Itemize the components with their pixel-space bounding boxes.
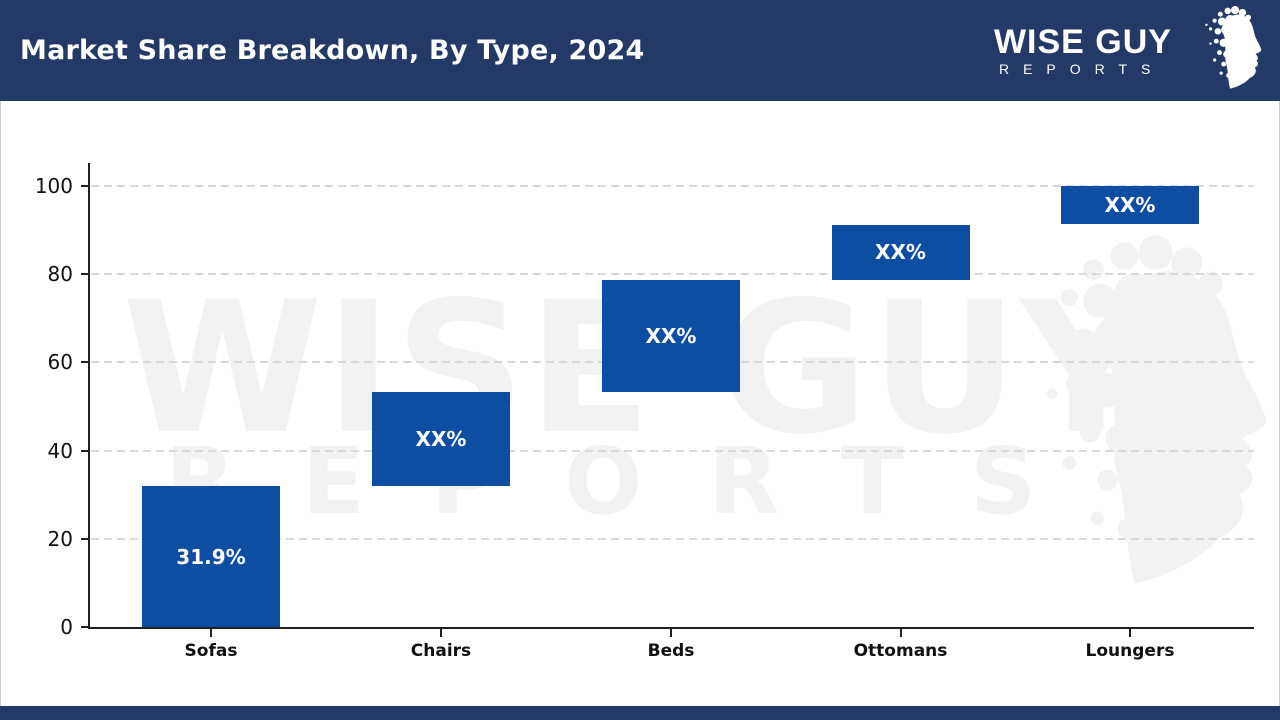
category-label-chairs: Chairs bbox=[410, 641, 472, 661]
bar-ottomans: XX% bbox=[831, 224, 970, 280]
y-tick-mark bbox=[81, 626, 89, 628]
logo-subtitle: REPORTS bbox=[998, 60, 1165, 77]
bar-sofas: 31.9% bbox=[142, 486, 280, 627]
x-tick-mark bbox=[440, 629, 442, 637]
logo-face-icon bbox=[1205, 5, 1262, 89]
bar-value-label: XX% bbox=[1104, 192, 1156, 217]
y-tick-mark bbox=[81, 537, 89, 540]
bar-loungers: XX% bbox=[1061, 186, 1199, 224]
y-tick-label: 20 bbox=[47, 526, 73, 551]
y-tick-mark bbox=[81, 273, 89, 276]
x-tick-mark bbox=[210, 629, 212, 637]
y-tick-label: 80 bbox=[47, 262, 73, 287]
y-axis-line bbox=[88, 163, 90, 629]
bar-value-label: XX% bbox=[415, 427, 467, 452]
gridline-40 bbox=[91, 449, 1254, 452]
category-label-beds: Beds bbox=[647, 641, 695, 661]
category-label-loungers: Loungers bbox=[1085, 641, 1175, 661]
x-tick-mark bbox=[670, 629, 672, 637]
gridline-100 bbox=[91, 185, 1254, 187]
bar-chairs: XX% bbox=[372, 392, 510, 487]
y-tick-mark bbox=[81, 449, 89, 452]
bar-value-label: XX% bbox=[645, 324, 697, 349]
y-tick-mark bbox=[81, 361, 89, 364]
y-tick-label: 0 bbox=[60, 615, 73, 639]
wise-guy-logo: WISE GUY REPORTS bbox=[994, 5, 1270, 96]
page-title: Market Share Breakdown, By Type, 2024 bbox=[20, 35, 645, 66]
logo-text: WISE GUY REPORTS bbox=[994, 24, 1172, 78]
x-tick-mark bbox=[1129, 629, 1131, 637]
footer-bar bbox=[0, 706, 1280, 720]
gridline-20 bbox=[91, 537, 1254, 540]
gridline-80 bbox=[91, 273, 1254, 276]
y-tick-label: 60 bbox=[47, 350, 73, 375]
x-tick-mark bbox=[899, 629, 902, 637]
category-label-sofas: Sofas bbox=[184, 641, 238, 661]
header-bar: Market Share Breakdown, By Type, 2024 WI… bbox=[0, 0, 1280, 101]
logo-wordmark: WISE GUY bbox=[993, 22, 1172, 61]
bar-value-label: 31.9% bbox=[176, 544, 246, 569]
category-label-ottomans: Ottomans bbox=[853, 641, 948, 661]
y-tick-label: 40 bbox=[47, 438, 73, 463]
bar-value-label: XX% bbox=[875, 240, 926, 265]
y-tick-label: 100 bbox=[34, 174, 73, 198]
bar-beds: XX% bbox=[602, 280, 740, 393]
y-tick-mark bbox=[81, 185, 89, 187]
x-axis-line bbox=[88, 627, 1254, 629]
